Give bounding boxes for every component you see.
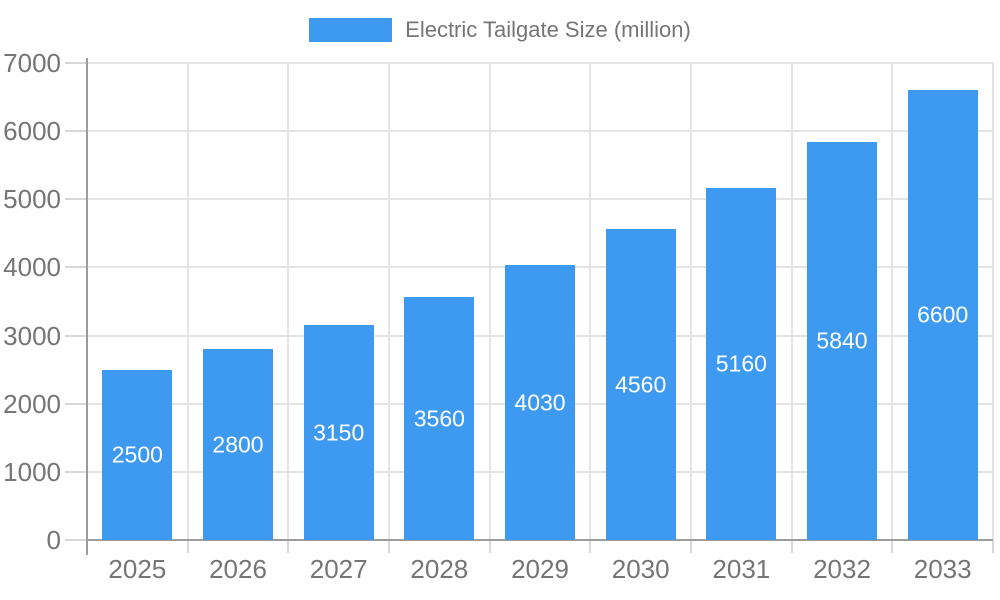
bar: 5840 <box>807 142 877 540</box>
y-axis-label: 1000 <box>3 456 61 487</box>
x-axis-label: 2025 <box>108 554 167 584</box>
bar: 6600 <box>907 90 978 540</box>
y-axis-label: 5000 <box>3 184 61 215</box>
bar: 4030 <box>505 265 575 540</box>
x-axis-label: 2027 <box>309 554 368 584</box>
gridline-vertical <box>589 63 592 540</box>
gridline-vertical <box>891 63 894 540</box>
bar-value-label: 3150 <box>313 419 365 446</box>
gridline-vertical <box>488 63 491 540</box>
bar: 2500 <box>102 369 173 540</box>
bar-value-label: 5840 <box>816 327 868 354</box>
y-axis-tick <box>65 470 87 473</box>
x-axis-tick <box>790 540 793 553</box>
gridline-vertical <box>388 63 390 540</box>
gridline-horizontal <box>87 198 993 201</box>
y-axis-label: 3000 <box>3 320 61 351</box>
x-axis-label: 2030 <box>611 554 670 584</box>
gridline-vertical <box>186 63 189 540</box>
x-axis-label: 2033 <box>913 554 972 584</box>
bar-value-label: 5160 <box>715 350 767 377</box>
x-axis-label: 2029 <box>511 554 569 584</box>
x-axis-tick <box>690 540 692 553</box>
y-axis-label: 2000 <box>3 388 61 419</box>
x-axis-tick <box>488 540 491 553</box>
x-axis-label: 2031 <box>712 554 771 584</box>
bar: 3150 <box>303 325 374 540</box>
gridline-vertical <box>790 63 793 540</box>
gridline-vertical <box>690 63 692 540</box>
x-axis-tick <box>186 540 189 553</box>
legend-swatch <box>309 18 393 42</box>
bar: 3560 <box>404 297 475 540</box>
y-axis-tick <box>65 402 87 405</box>
bar-value-label: 2800 <box>212 431 264 458</box>
plot-area: 0 1000 2000 3000 4000 5000 6000 7000 2500 2025 280… <box>3 49 994 584</box>
bar-value-label: 6600 <box>917 301 969 328</box>
x-axis-tick <box>891 540 894 553</box>
y-axis-line <box>86 58 88 555</box>
bar-value-label: 3560 <box>413 405 465 432</box>
y-axis-label: 6000 <box>3 116 61 147</box>
bar: 4560 <box>605 229 676 540</box>
legend[interactable]: Electric Tailgate Size (million) <box>0 17 1000 43</box>
y-axis-tick <box>65 198 87 201</box>
x-axis-tick <box>388 540 390 553</box>
y-axis-label: 0 <box>46 525 61 555</box>
y-axis-label: 7000 <box>3 48 61 78</box>
x-axis-tick <box>992 540 994 553</box>
y-axis-tick <box>65 130 87 133</box>
bar-value-label: 4030 <box>514 389 566 416</box>
x-axis-tick <box>589 540 592 553</box>
x-axis-label: 2032 <box>813 554 871 584</box>
gridline-horizontal <box>87 130 993 133</box>
y-axis-label: 4000 <box>3 252 61 283</box>
gridline-vertical <box>287 63 290 540</box>
bar: 5160 <box>706 188 777 540</box>
x-axis-label: 2028 <box>410 554 469 584</box>
y-axis-tick <box>65 266 87 269</box>
legend-label: Electric Tailgate Size (million) <box>405 17 691 42</box>
y-axis-tick <box>65 539 87 541</box>
bar: 2800 <box>203 349 273 540</box>
x-axis-line <box>87 539 993 541</box>
gridline-horizontal <box>87 62 993 64</box>
y-axis-tick <box>65 62 87 64</box>
bar-value-label: 2500 <box>111 441 163 468</box>
bar-value-label: 4560 <box>615 371 667 398</box>
x-axis-tick <box>287 540 290 553</box>
y-axis-tick <box>65 334 87 337</box>
gridline-vertical <box>992 63 994 540</box>
x-axis-label: 2026 <box>209 554 267 584</box>
